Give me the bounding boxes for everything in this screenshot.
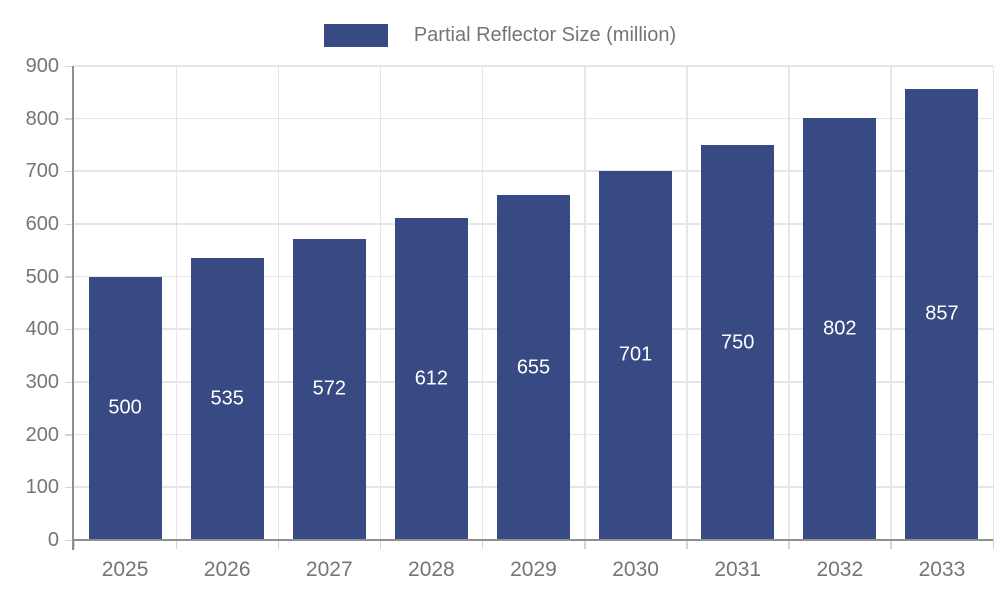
bar-value-label: 701 [618, 343, 653, 366]
gridline-horizontal [74, 65, 993, 67]
gridline-vertical [379, 66, 382, 540]
y-axis-tick [65, 170, 74, 173]
y-axis-tick [65, 223, 74, 225]
gridline-horizontal [74, 117, 993, 120]
y-axis-tick-label: 200 [25, 423, 59, 446]
y-axis-tick-label: 300 [25, 371, 59, 393]
x-axis-category-label: 2027 [305, 558, 353, 581]
bar-value-label: 572 [312, 377, 346, 400]
x-axis-category-label: 2030 [612, 558, 659, 581]
x-axis-category-label: 2029 [510, 558, 557, 581]
x-axis-tick [277, 540, 280, 549]
x-axis-tick [379, 540, 382, 549]
y-axis-tick-label: 900 [25, 55, 59, 77]
bar[interactable]: 750 [701, 145, 775, 540]
y-axis-line [72, 66, 74, 550]
gridline-vertical [788, 66, 790, 540]
gridline-vertical [277, 66, 280, 540]
bar[interactable]: 535 [190, 258, 264, 540]
bar[interactable]: 572 [292, 238, 366, 540]
y-axis-tick-label: 600 [25, 213, 59, 235]
x-axis-tick [481, 540, 484, 549]
y-axis-tick [65, 65, 74, 67]
bar-value-label: 857 [925, 302, 959, 325]
x-axis-tick [175, 540, 178, 549]
gridline-vertical [992, 66, 994, 540]
y-axis-tick-label: 700 [25, 160, 59, 183]
x-axis-tick [686, 540, 688, 549]
bar-value-label: 500 [108, 396, 142, 419]
y-axis-tick [65, 434, 74, 436]
gridline-vertical [890, 66, 892, 540]
gridline-horizontal [74, 170, 993, 172]
bar-value-label: 655 [516, 356, 551, 378]
bar[interactable]: 612 [394, 217, 468, 540]
x-axis-line [72, 539, 993, 541]
gridline-vertical [481, 66, 484, 540]
y-axis-tick [65, 276, 74, 278]
bar[interactable]: 655 [497, 195, 570, 540]
y-axis-tick-label: 100 [25, 476, 59, 499]
y-axis-tick [65, 118, 74, 120]
bar[interactable]: 857 [905, 88, 979, 540]
bar-value-label: 802 [823, 317, 857, 340]
x-axis-category-label: 2032 [816, 558, 864, 581]
legend-label: Partial Reflector Size (million) [413, 23, 677, 46]
x-axis-category-label: 2026 [203, 558, 251, 581]
y-axis-tick-label: 400 [25, 318, 59, 341]
y-axis-tick-label: 0 [47, 529, 59, 551]
bar[interactable]: 701 [599, 170, 673, 540]
y-axis-tick-label: 800 [25, 107, 59, 130]
y-axis-tick [65, 328, 74, 331]
gridline-vertical [584, 66, 586, 540]
bar-value-label: 612 [414, 367, 449, 390]
bar[interactable]: 500 [88, 276, 162, 540]
x-axis-tick [890, 540, 892, 549]
y-axis-tick [65, 381, 74, 383]
y-axis-tick-label: 500 [25, 265, 59, 288]
x-axis-tick [992, 540, 994, 549]
x-axis-category-label: 2028 [408, 558, 455, 581]
y-axis-tick [65, 539, 74, 541]
x-axis-tick [73, 540, 75, 549]
gridline-vertical [175, 66, 178, 540]
x-axis-tick [788, 540, 790, 549]
y-axis-tick [65, 486, 74, 489]
bar[interactable]: 802 [803, 117, 877, 540]
x-axis-category-label: 2033 [918, 558, 966, 581]
gridline-vertical [686, 66, 688, 540]
x-axis-category-label: 2025 [101, 558, 149, 581]
bar-value-label: 750 [721, 331, 755, 353]
legend[interactable]: Partial Reflector Size (million) [0, 22, 1000, 48]
bar-value-label: 535 [210, 387, 244, 410]
x-axis-category-label: 2031 [714, 558, 762, 581]
legend-swatch-icon [323, 23, 388, 47]
x-axis-tick [584, 540, 586, 549]
